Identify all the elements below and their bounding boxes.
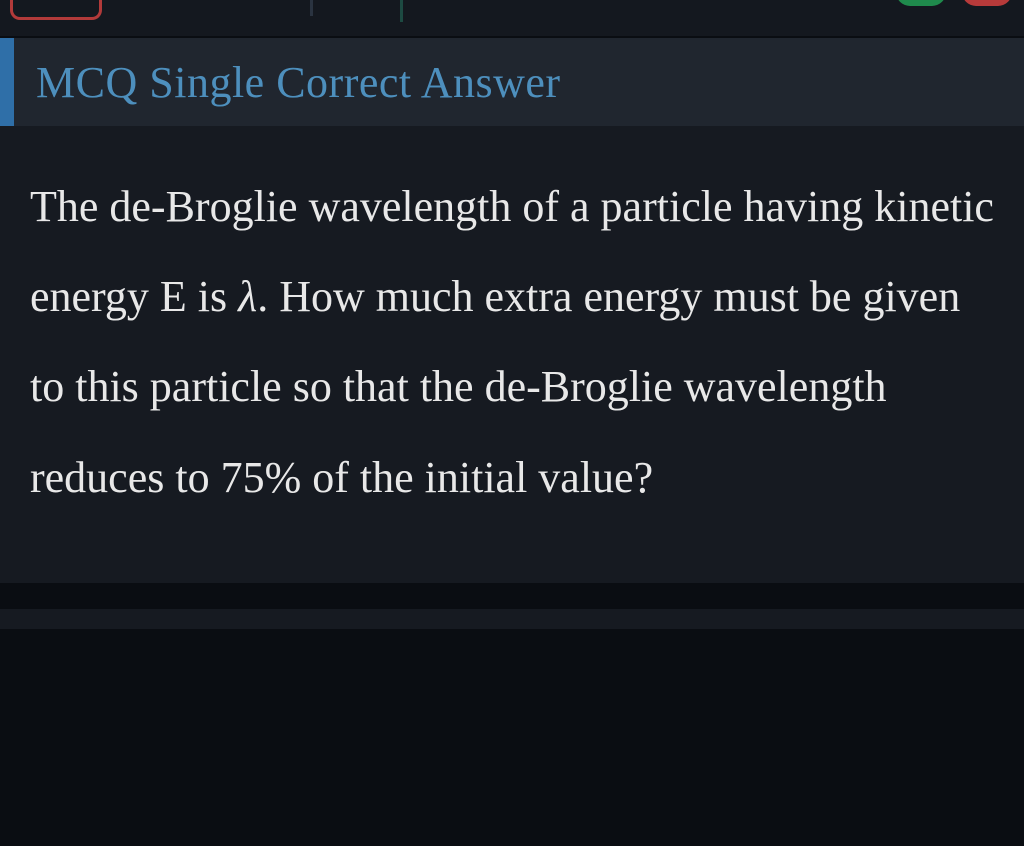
question-block: The de-Broglie wavelength of a particle …: [0, 126, 1024, 583]
question-text: The de-Broglie wavelength of a particle …: [30, 162, 994, 523]
question-type-header: MCQ Single Correct Answer: [0, 38, 1024, 126]
top-bar: [0, 0, 1024, 38]
bottom-strip: [0, 609, 1024, 629]
question-type-title: MCQ Single Correct Answer: [14, 38, 1024, 126]
top-divider: [400, 0, 403, 22]
indicator-red: [962, 0, 1012, 6]
bottom-gap: [0, 583, 1024, 609]
lambda-symbol: λ: [238, 272, 257, 321]
top-left-box: [10, 0, 102, 20]
header-accent-bar: [0, 38, 14, 126]
top-right-indicators: [896, 0, 1012, 6]
indicator-green: [896, 0, 946, 6]
top-divider: [310, 0, 313, 16]
